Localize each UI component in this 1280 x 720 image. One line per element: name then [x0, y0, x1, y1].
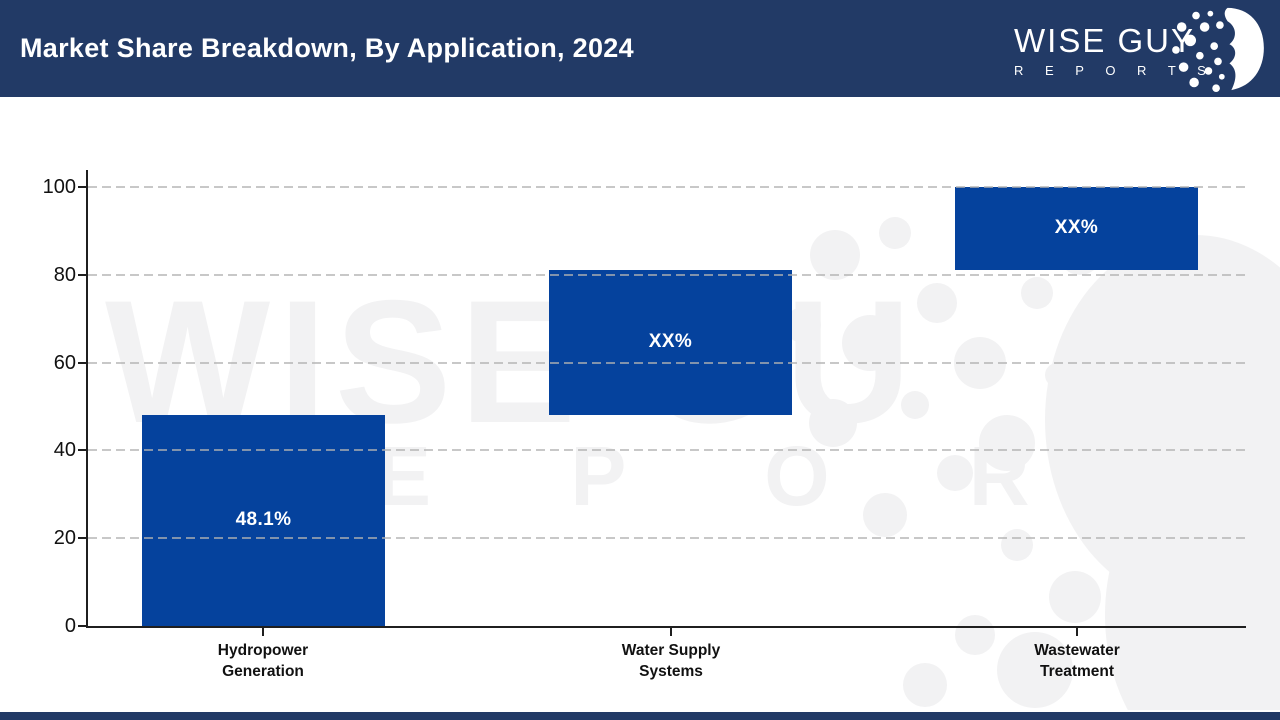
- x-axis-category-line: Hydropower: [217, 642, 309, 659]
- y-axis-tick: [78, 273, 86, 276]
- y-axis-tick: [78, 449, 86, 452]
- y-axis-tick: [78, 361, 86, 364]
- y-axis-tick-label: 20: [53, 527, 76, 550]
- bar-segment: XX%: [549, 269, 792, 415]
- x-axis-category-label: Hydropower Generation: [143, 640, 383, 682]
- y-axis-tick-label: 100: [42, 176, 76, 198]
- y-axis-tick-label: 40: [53, 439, 76, 462]
- logo-text: WISE GUY R E P O R T S: [1014, 22, 1215, 78]
- gridline: [88, 537, 1246, 540]
- logo-subtitle: R E P O R T S: [1014, 63, 1215, 78]
- x-axis-tick: [1076, 628, 1078, 636]
- y-axis-tick-label: 60: [53, 351, 76, 374]
- x-axis-category-line: Water Supply: [621, 642, 721, 659]
- gridline: [88, 273, 1246, 276]
- y-axis-tick: [78, 186, 86, 188]
- watermark-face-logo: [785, 217, 1280, 710]
- y-axis-tick-label: 0: [64, 615, 76, 637]
- y-axis-tick-label: 80: [53, 263, 76, 286]
- wise-guy-logo: WISE GUY R E P O R T S: [1014, 6, 1266, 92]
- bar-value-label: 48.1%: [235, 509, 292, 531]
- x-axis-category-label: Water Supply Systems: [551, 640, 791, 682]
- bar-segment: 48.1%: [142, 414, 385, 626]
- bar-value-label: XX%: [1054, 217, 1099, 239]
- x-axis-tick: [262, 628, 264, 636]
- x-axis-category-line: Systems: [639, 663, 703, 680]
- y-axis-tick: [78, 625, 86, 627]
- x-axis-tick: [670, 628, 672, 636]
- logo-face-icon: [1172, 7, 1264, 92]
- gridline: [88, 449, 1246, 452]
- bar-value-label: XX%: [648, 331, 693, 353]
- x-axis-category-line: Generation: [222, 663, 304, 680]
- gridline: [88, 361, 1246, 364]
- y-axis-line: [86, 170, 88, 628]
- bar-segment: XX%: [955, 187, 1198, 270]
- x-axis-category-label: Wastewater Treatment: [957, 640, 1197, 682]
- y-axis-tick: [78, 537, 86, 540]
- header-bar: Market Share Breakdown, By Application, …: [0, 0, 1280, 97]
- x-axis-line: [86, 626, 1246, 628]
- x-axis-category-line: Treatment: [1039, 663, 1115, 680]
- gridline: [88, 186, 1246, 188]
- logo-wordmark: WISE GUY: [1014, 22, 1196, 59]
- page-title: Market Share Breakdown, By Application, …: [20, 33, 634, 63]
- x-axis-category-line: Wastewater: [1034, 642, 1120, 659]
- footer-bar: [0, 712, 1280, 720]
